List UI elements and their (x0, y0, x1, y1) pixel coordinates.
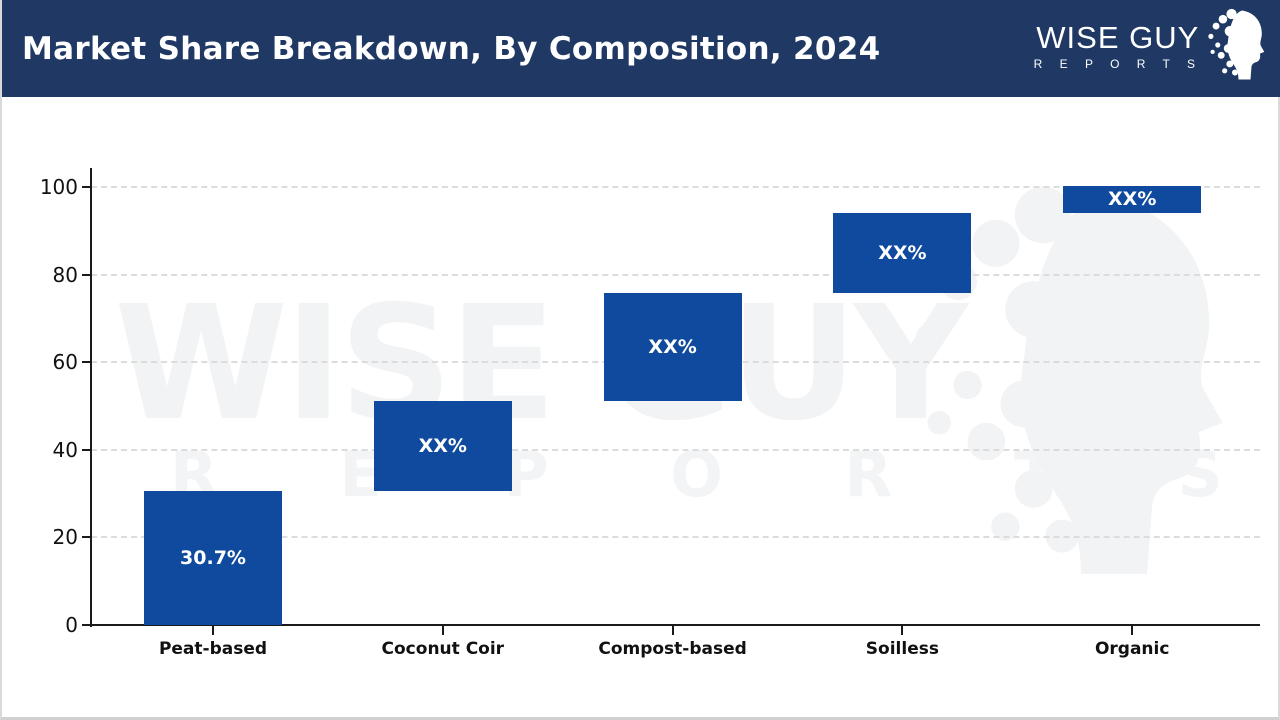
gridline-80 (91, 273, 1260, 276)
x-axis-tick (671, 626, 674, 635)
gridline-20 (91, 536, 1260, 539)
bar-soilless: XX% (833, 213, 972, 293)
y-axis-tick (82, 624, 90, 626)
chart-title: Market Share Breakdown, By Composition, … (22, 30, 881, 67)
y-axis-tick (82, 273, 90, 276)
x-axis-tick (1131, 626, 1134, 635)
x-axis-category-label: Coconut Coir (381, 639, 505, 659)
header-bar: Market Share Breakdown, By Composition, … (2, 0, 1280, 97)
bar-compost-based: XX% (603, 292, 742, 402)
y-axis-tick-label: 40 (52, 437, 78, 462)
logo-tagline: R E P O R T S (1033, 56, 1202, 71)
y-axis-tick (82, 448, 90, 451)
gridline-100 (91, 186, 1260, 188)
bar-organic: XX% (1063, 185, 1202, 214)
y-axis-tick (82, 186, 90, 188)
watermark-wordmark: WISE GUY (114, 272, 968, 456)
y-axis-line (90, 168, 92, 627)
bar-value-label: XX% (1108, 188, 1157, 211)
bar-peat-based: 30.7% (144, 490, 282, 625)
wiseguy-face-icon (1208, 8, 1265, 80)
x-axis-category-label: Compost-based (598, 639, 747, 659)
y-axis-tick (82, 536, 90, 539)
gridline-40 (91, 448, 1260, 451)
y-axis-tick (82, 361, 90, 364)
bar-value-label: XX% (648, 336, 697, 359)
x-axis-category-label: Organic (1094, 639, 1170, 659)
y-axis-tick-label: 60 (52, 350, 78, 375)
watermark-face-dots-icon (915, 186, 1223, 574)
x-axis-category-label: Soilless (865, 639, 939, 659)
x-axis-tick (901, 626, 904, 635)
y-axis-tick-label: 0 (65, 613, 78, 637)
bar-value-label: 30.7% (180, 546, 246, 569)
logo-wordmark: WISE GUY (1036, 19, 1200, 55)
x-axis-line (90, 624, 1260, 626)
bar-value-label: XX% (418, 434, 467, 457)
y-axis-tick-label: 100 (39, 175, 78, 199)
x-axis-tick (212, 626, 214, 635)
x-axis-category-label: Peat-based (158, 639, 268, 659)
y-axis-tick-label: 20 (52, 525, 78, 550)
bar-value-label: XX% (878, 242, 927, 265)
wiseguy-logo-text: WISE GUY R E P O R T S (1034, 20, 1202, 71)
bar-coconut-coir: XX% (373, 401, 512, 491)
x-axis-tick (441, 626, 444, 635)
wiseguy-logo: WISE GUY R E P O R T S (1034, 6, 1266, 84)
y-axis-tick-label: 80 (52, 262, 78, 287)
